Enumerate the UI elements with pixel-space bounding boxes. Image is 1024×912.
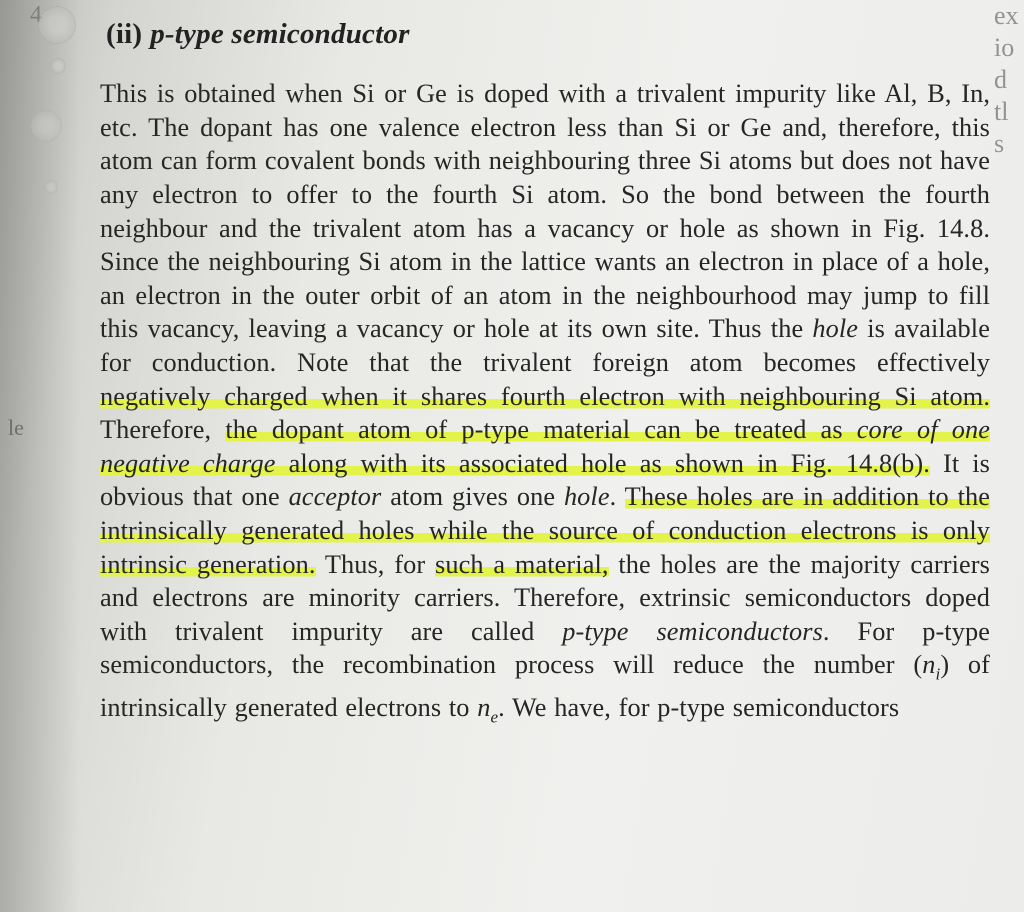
edge-fragment: s	[994, 128, 1018, 160]
halftone-dot	[38, 6, 76, 44]
halftone-dot	[50, 58, 66, 74]
edge-fragment: tl	[994, 96, 1018, 128]
subscript-e: e	[490, 707, 498, 726]
subsection-heading: (ii)p-type semiconductor	[106, 18, 990, 51]
italic-term-ptype: p-type semiconductors	[562, 617, 823, 646]
edge-fragment: io	[994, 32, 1018, 64]
edge-fragment: ex	[994, 0, 1018, 32]
body-text: . We have, for p-type semiconductors	[498, 693, 899, 722]
body-text: This is obtained when Si or Ge is doped …	[100, 79, 990, 343]
halftone-dot	[30, 110, 62, 142]
italic-term-hole: hole	[812, 314, 858, 343]
edge-fragment: d	[994, 64, 1018, 96]
highlighted-text: such a material,	[435, 550, 609, 579]
right-edge-cut-text: ex io d tl s	[994, 0, 1018, 160]
highlighted-text: along with its associated hole as shown …	[276, 449, 930, 478]
heading-number: (ii)	[106, 18, 142, 50]
left-margin-fragment: le	[8, 415, 24, 441]
textbook-page: 4 le ex io d tl s (ii)p-type semiconduct…	[0, 0, 1024, 912]
body-text: .	[610, 482, 625, 511]
highlighted-text: the dopant atom of p-type material can b…	[225, 415, 856, 444]
body-text: Therefore,	[100, 415, 225, 444]
body-text: Thus, for	[316, 550, 435, 579]
body-paragraph: This is obtained when Si or Ge is doped …	[100, 77, 990, 734]
var-n: n	[922, 650, 935, 679]
italic-term-acceptor: acceptor	[289, 482, 382, 511]
heading-title: p-type semiconductor	[150, 18, 409, 50]
var-n: n	[477, 693, 490, 722]
highlighted-text: negatively charged when it shares fourth…	[100, 382, 990, 411]
body-text: atom gives one	[381, 482, 564, 511]
halftone-dot	[44, 180, 58, 194]
italic-term-hole: hole	[564, 482, 610, 511]
